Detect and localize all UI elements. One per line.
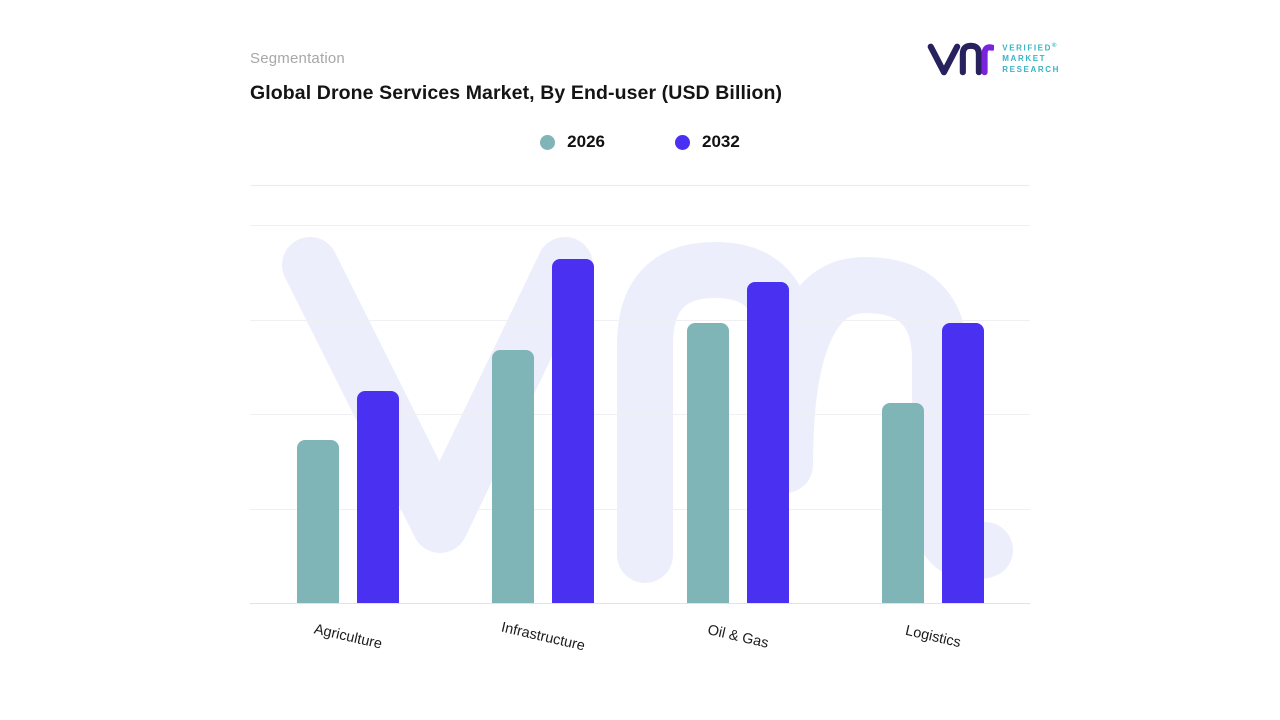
bar-pair	[881, 225, 984, 603]
logo-monogram-vm	[927, 42, 983, 76]
vmr-monogram-icon	[927, 42, 995, 76]
bar-2032-oil-gas	[746, 281, 789, 603]
legend-label-2032: 2032	[702, 132, 740, 151]
legend-item-2032: 2032	[675, 132, 740, 152]
plot-area: Agriculture Infrastructure Oil & Gas Logist…	[250, 225, 1030, 654]
x-axis-label: Oil & Gas	[705, 622, 770, 652]
bar-pair	[686, 225, 789, 603]
logo-line-1: VERIFIED®	[1002, 42, 1059, 53]
legend-item-2026: 2026	[540, 132, 605, 152]
bar-2032-infrastructure	[551, 259, 594, 603]
logo-line-2: MARKET	[1002, 54, 1047, 64]
gridline	[250, 414, 1030, 415]
bar-group-infrastructure: Infrastructure	[445, 225, 640, 654]
bar-2026-infrastructure	[491, 349, 534, 603]
gridline	[250, 319, 1030, 321]
bar-2026-agriculture	[296, 440, 339, 603]
x-axis-label: Logistics	[903, 622, 962, 652]
header-divider	[250, 185, 1030, 186]
logo-monogram-r	[981, 44, 995, 76]
bar-pair	[491, 225, 594, 603]
chart-title: Global Drone Services Market, By End-use…	[250, 82, 783, 104]
bar-2032-logistics	[941, 323, 984, 603]
eyebrow-label: Segmentation	[250, 50, 345, 67]
gridline	[250, 225, 1030, 226]
bar-groups: Agriculture Infrastructure Oil & Gas Logist…	[250, 225, 1030, 654]
bar-2026-logistics	[881, 402, 924, 603]
bar-group-agriculture: Agriculture	[250, 225, 445, 653]
gridline	[250, 508, 1030, 510]
bar-2032-agriculture	[356, 391, 399, 603]
x-axis-label: Agriculture	[311, 621, 384, 653]
bar-group-oil-gas: Oil & Gas	[640, 225, 835, 652]
vmr-logo-text: VERIFIED® MARKET RESEARCH	[1002, 42, 1060, 76]
registered-mark: ®	[1052, 42, 1059, 49]
x-axis-label: Infrastructure	[499, 619, 586, 655]
legend-label-2026: 2026	[567, 132, 605, 151]
bar-pair	[296, 225, 399, 603]
legend: 2026 2032	[250, 132, 1030, 152]
legend-dot-2026	[540, 134, 556, 150]
legend-dot-2032	[675, 134, 690, 150]
vmr-logo: VERIFIED® MARKET RESEARCH	[926, 38, 1060, 80]
bar-2026-oil-gas	[686, 323, 729, 603]
logo-line-3: RESEARCH	[1002, 65, 1060, 75]
bar-group-logistics: Logistics	[835, 225, 1030, 651]
